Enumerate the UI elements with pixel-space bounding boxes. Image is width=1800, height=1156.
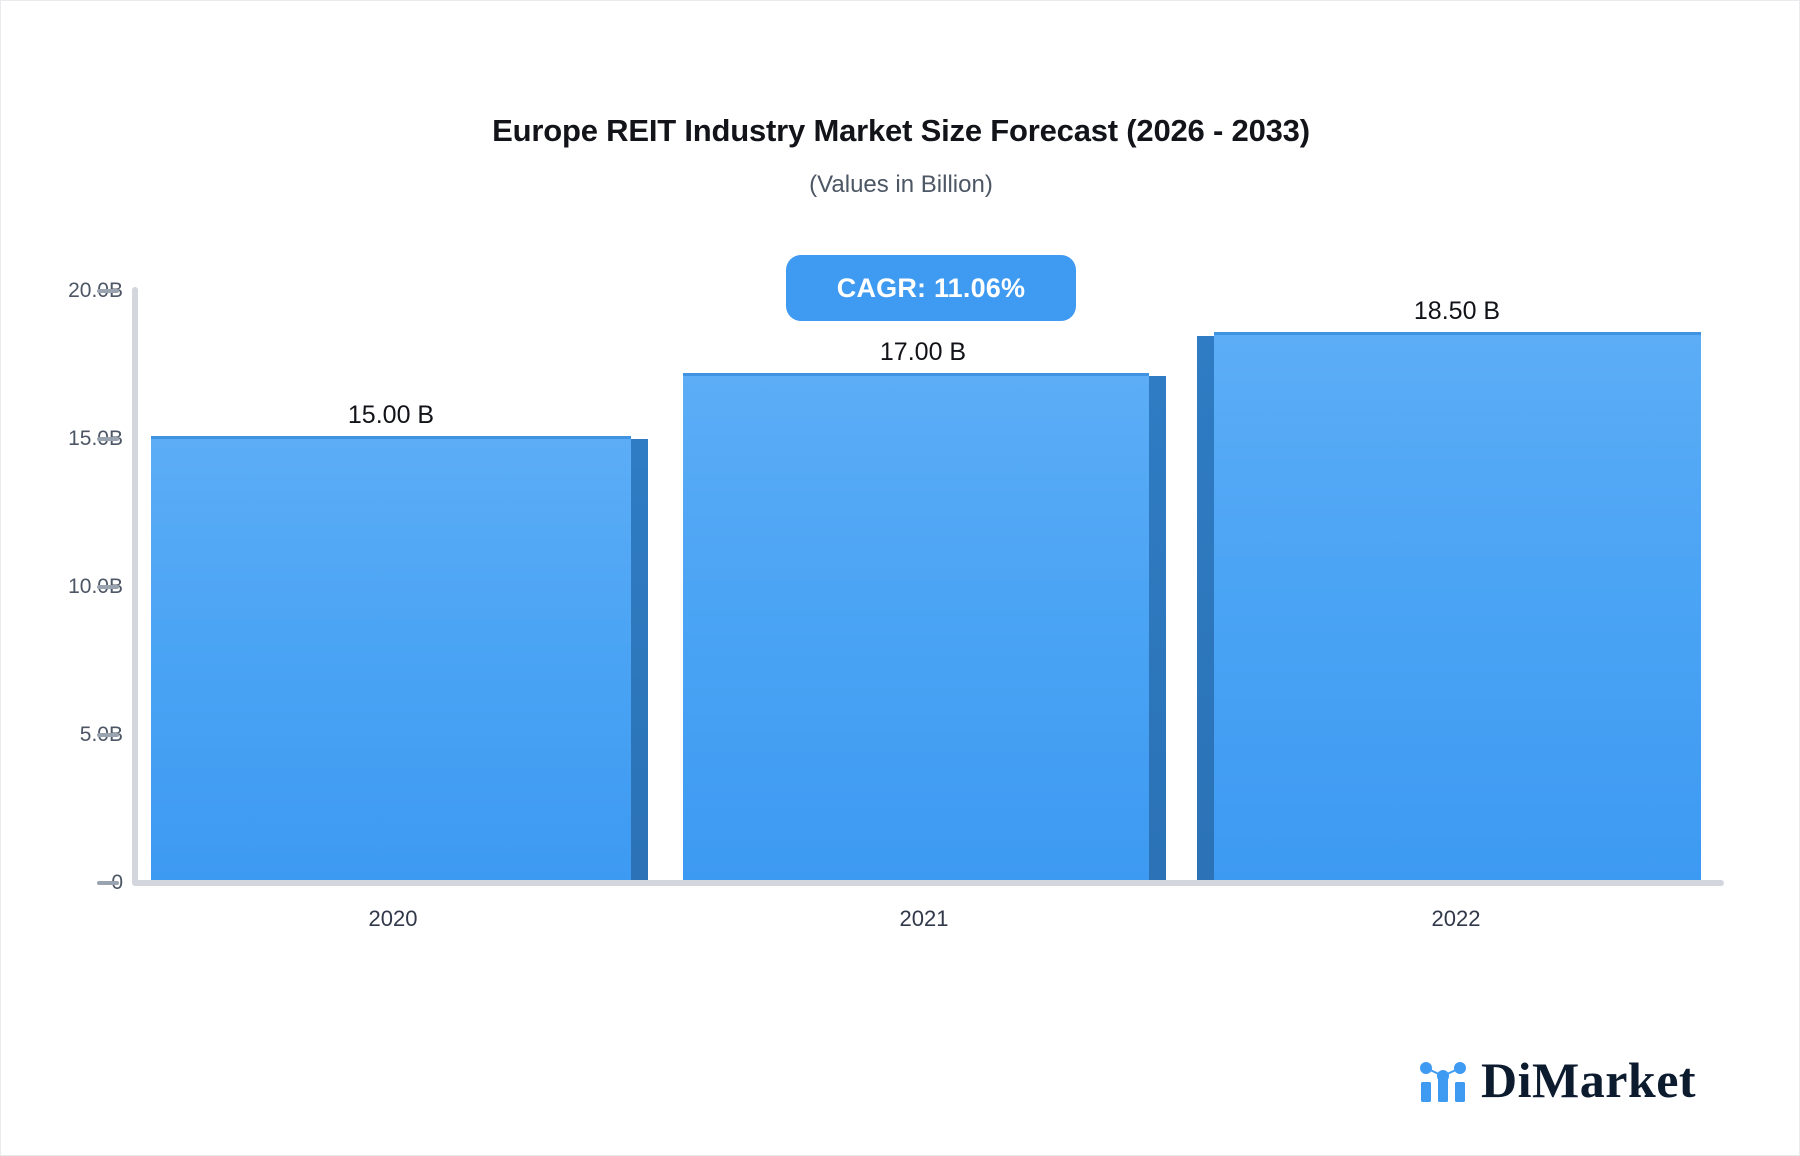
x-axis-line — [132, 880, 1724, 886]
cagr-badge: CAGR: 11.06% — [786, 255, 1076, 321]
bar-value-2020: 15.00 B — [347, 401, 435, 429]
cagr-badge-label: CAGR: 11.06% — [836, 272, 1026, 303]
bar-chart-trend-icon — [1420, 1062, 1466, 1102]
bar-2020[interactable] — [151, 436, 631, 880]
y-tick-label-15: 15.0B — [68, 427, 123, 450]
bar-value-2021: 17.00 B — [879, 338, 967, 366]
chart-subtitle: (Values in Billion) — [809, 171, 993, 198]
bar-side-2021 — [1149, 376, 1166, 880]
chart-title: Europe REIT Industry Market Size Forecas… — [492, 113, 1310, 148]
y-tick-label-20: 20.0B — [68, 279, 123, 302]
x-tick-label-2021: 2021 — [899, 906, 949, 931]
logo-wordmark: DiMarket — [1481, 1052, 1697, 1108]
y-tick-label-10: 10.0B — [68, 575, 123, 598]
dimarket-logo: DiMarket — [1419, 1055, 1696, 1105]
x-tick-label-2022: 2022 — [1431, 906, 1481, 931]
y-tick-mark-5 — [97, 733, 119, 737]
bar-2022[interactable] — [1214, 332, 1701, 880]
bar-side-2020 — [631, 439, 648, 880]
bar-side-2022 — [1197, 336, 1214, 880]
x-tick-label-2020: 2020 — [368, 906, 418, 931]
y-tick-mark-15 — [97, 437, 119, 441]
y-axis-line — [132, 287, 138, 885]
bar-2021[interactable] — [683, 373, 1149, 880]
bar-value-2022: 18.50 B — [1413, 297, 1501, 325]
y-tick-mark-10 — [97, 585, 119, 589]
y-tick-mark-0 — [97, 881, 119, 885]
y-tick-mark-20 — [97, 289, 119, 293]
